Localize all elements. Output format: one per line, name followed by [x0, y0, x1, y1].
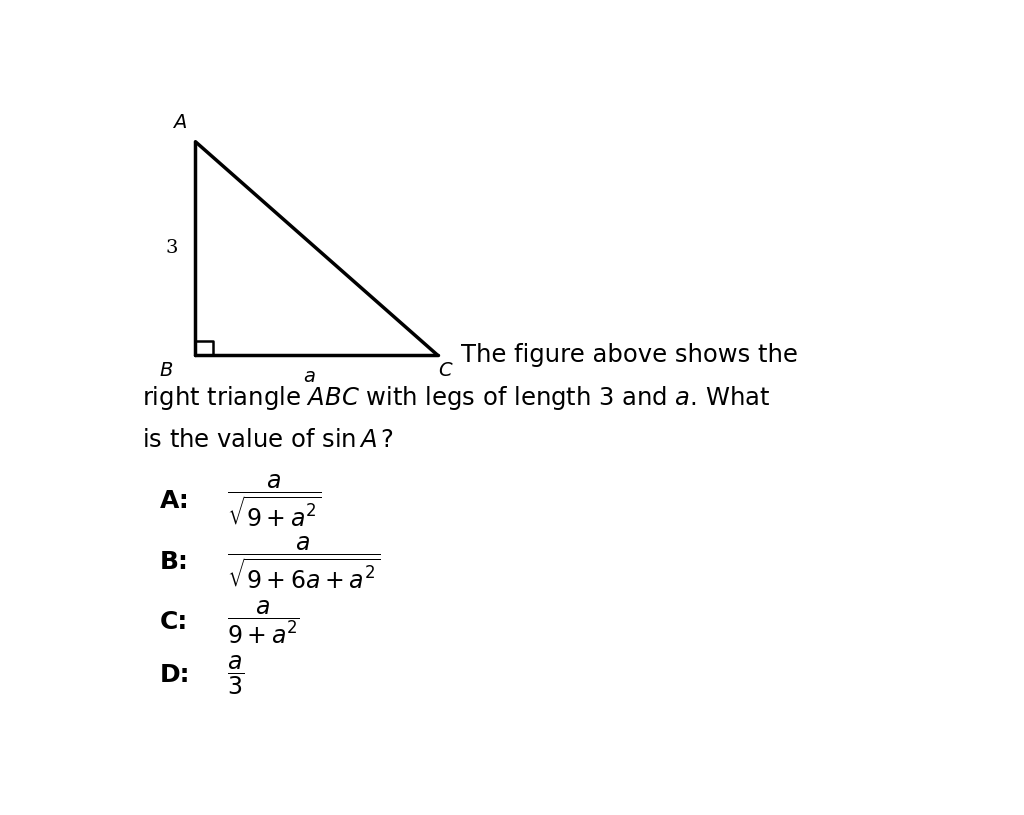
Text: $B$: $B$ — [159, 362, 173, 380]
Text: $\dfrac{a}{9+a^2}$: $\dfrac{a}{9+a^2}$ — [227, 598, 300, 645]
Text: D:: D: — [160, 663, 190, 687]
Text: The figure above shows the: The figure above shows the — [461, 343, 798, 367]
Text: A:: A: — [160, 489, 189, 513]
Text: C:: C: — [160, 610, 188, 634]
Text: B:: B: — [160, 550, 188, 575]
Text: $a$: $a$ — [303, 368, 315, 386]
Text: $\dfrac{a}{\sqrt{9+a^2}}$: $\dfrac{a}{\sqrt{9+a^2}}$ — [227, 473, 323, 529]
Text: $C$: $C$ — [437, 362, 454, 380]
Text: $\dfrac{a}{\sqrt{9+6a+a^2}}$: $\dfrac{a}{\sqrt{9+6a+a^2}}$ — [227, 534, 381, 591]
Text: $A$: $A$ — [172, 114, 187, 132]
Text: $\dfrac{a}{3}$: $\dfrac{a}{3}$ — [227, 654, 245, 697]
Text: is the value of $\sin\mathit{A}\,$?: is the value of $\sin\mathit{A}\,$? — [142, 428, 394, 452]
Text: right triangle $\mathit{ABC}$ with legs of length 3 and $a$. What: right triangle $\mathit{ABC}$ with legs … — [142, 384, 770, 412]
Text: 3: 3 — [166, 240, 178, 258]
